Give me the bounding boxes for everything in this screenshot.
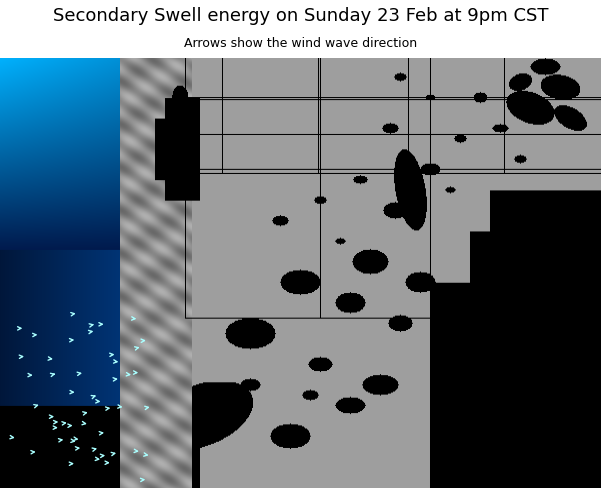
Text: Arrows show the wind wave direction: Arrows show the wind wave direction	[184, 37, 417, 50]
Text: Secondary Swell energy on Sunday 23 Feb at 9pm CST: Secondary Swell energy on Sunday 23 Feb …	[53, 7, 548, 25]
